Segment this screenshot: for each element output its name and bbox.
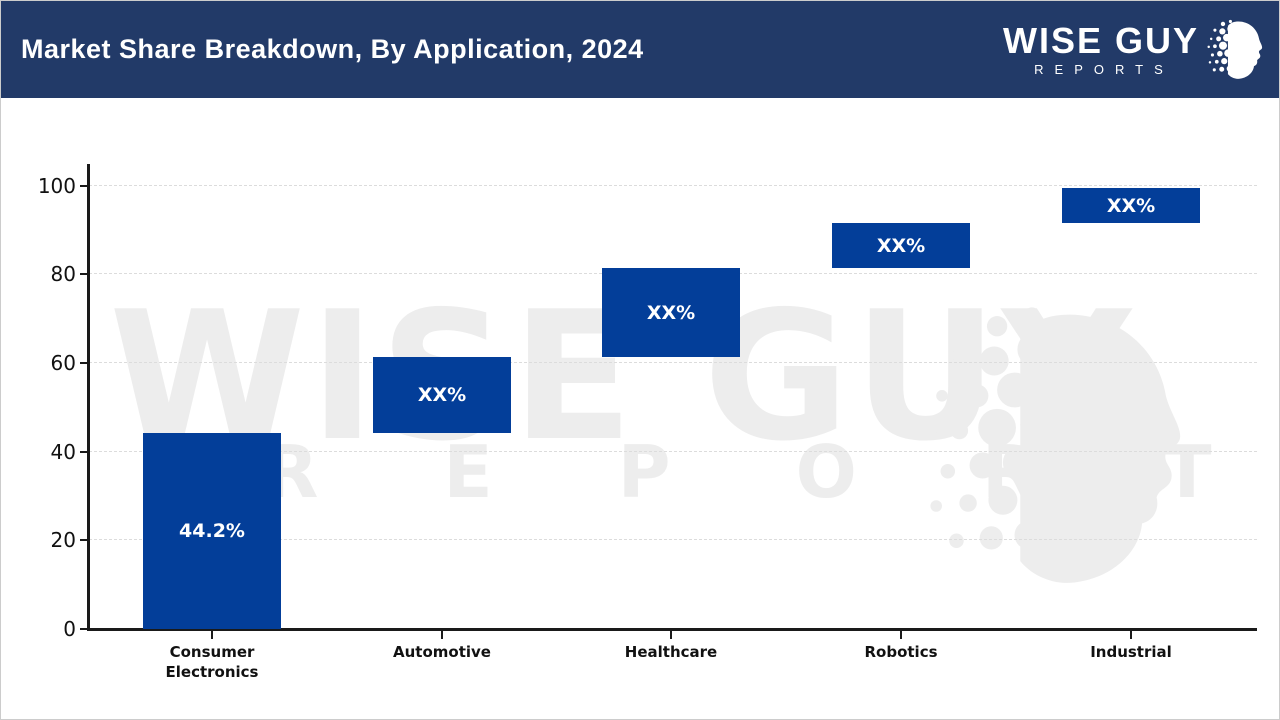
y-axis-line [87,164,90,631]
bar-consumer-electronics: 44.2% [143,433,281,629]
brand-logo-text: WISE GUY REPORTS [1002,20,1199,77]
page-title: Market Share Breakdown, By Application, … [21,34,644,64]
brand-subname: REPORTS [1034,62,1174,77]
y-axis-tick [80,450,88,453]
bar-value-label: XX% [1106,194,1156,217]
y-tick-label: 20 [50,528,76,553]
bar-automotive: XX% [373,357,511,433]
y-tick-label: 0 [63,617,76,641]
x-tick-label-healthcare: Healthcare [624,643,718,661]
bar-value-label: 44.2% [179,520,245,542]
x-axis-tick [1130,630,1132,639]
y-gridline [89,184,1257,186]
y-tick-label: 80 [50,262,76,287]
chart-header: Market Share Breakdown, By Application, … [1,1,1279,98]
y-axis-tick [80,273,88,276]
x-axis-tick [441,630,443,639]
x-tick-label-automotive: Automotive [393,643,491,661]
x-tick-label-industrial: Industrial [1090,643,1172,661]
bar-healthcare: XX% [602,268,740,358]
x-axis-tick [670,630,672,639]
dotted-face-profile-icon [1205,8,1267,92]
y-axis-tick [80,184,88,187]
y-tick-label: 60 [50,350,76,375]
bar-value-label: XX% [876,234,926,257]
y-gridline [89,361,1257,363]
bar-value-label: XX% [417,384,467,407]
y-axis-tick [80,628,88,630]
bar-value-label: XX% [646,301,696,324]
x-axis-line [87,628,1257,631]
y-axis-tick [80,539,88,542]
y-gridline [89,450,1257,452]
y-gridline [89,539,1257,541]
brand-name: WISE GUY [1002,20,1199,61]
bar-robotics: XX% [832,223,970,269]
y-tick-label: 40 [50,439,76,464]
y-tick-label: 100 [37,173,76,198]
x-axis-tick [900,630,902,639]
x-tick-label-robotics: Robotics [864,643,938,661]
brand-logo: WISE GUY REPORTS [1002,8,1279,92]
x-tick-label-consumer-electronics: Consumer Electronics [165,643,259,682]
y-axis-tick [80,361,88,364]
x-axis-tick [211,630,213,639]
bar-industrial: XX% [1062,188,1200,224]
